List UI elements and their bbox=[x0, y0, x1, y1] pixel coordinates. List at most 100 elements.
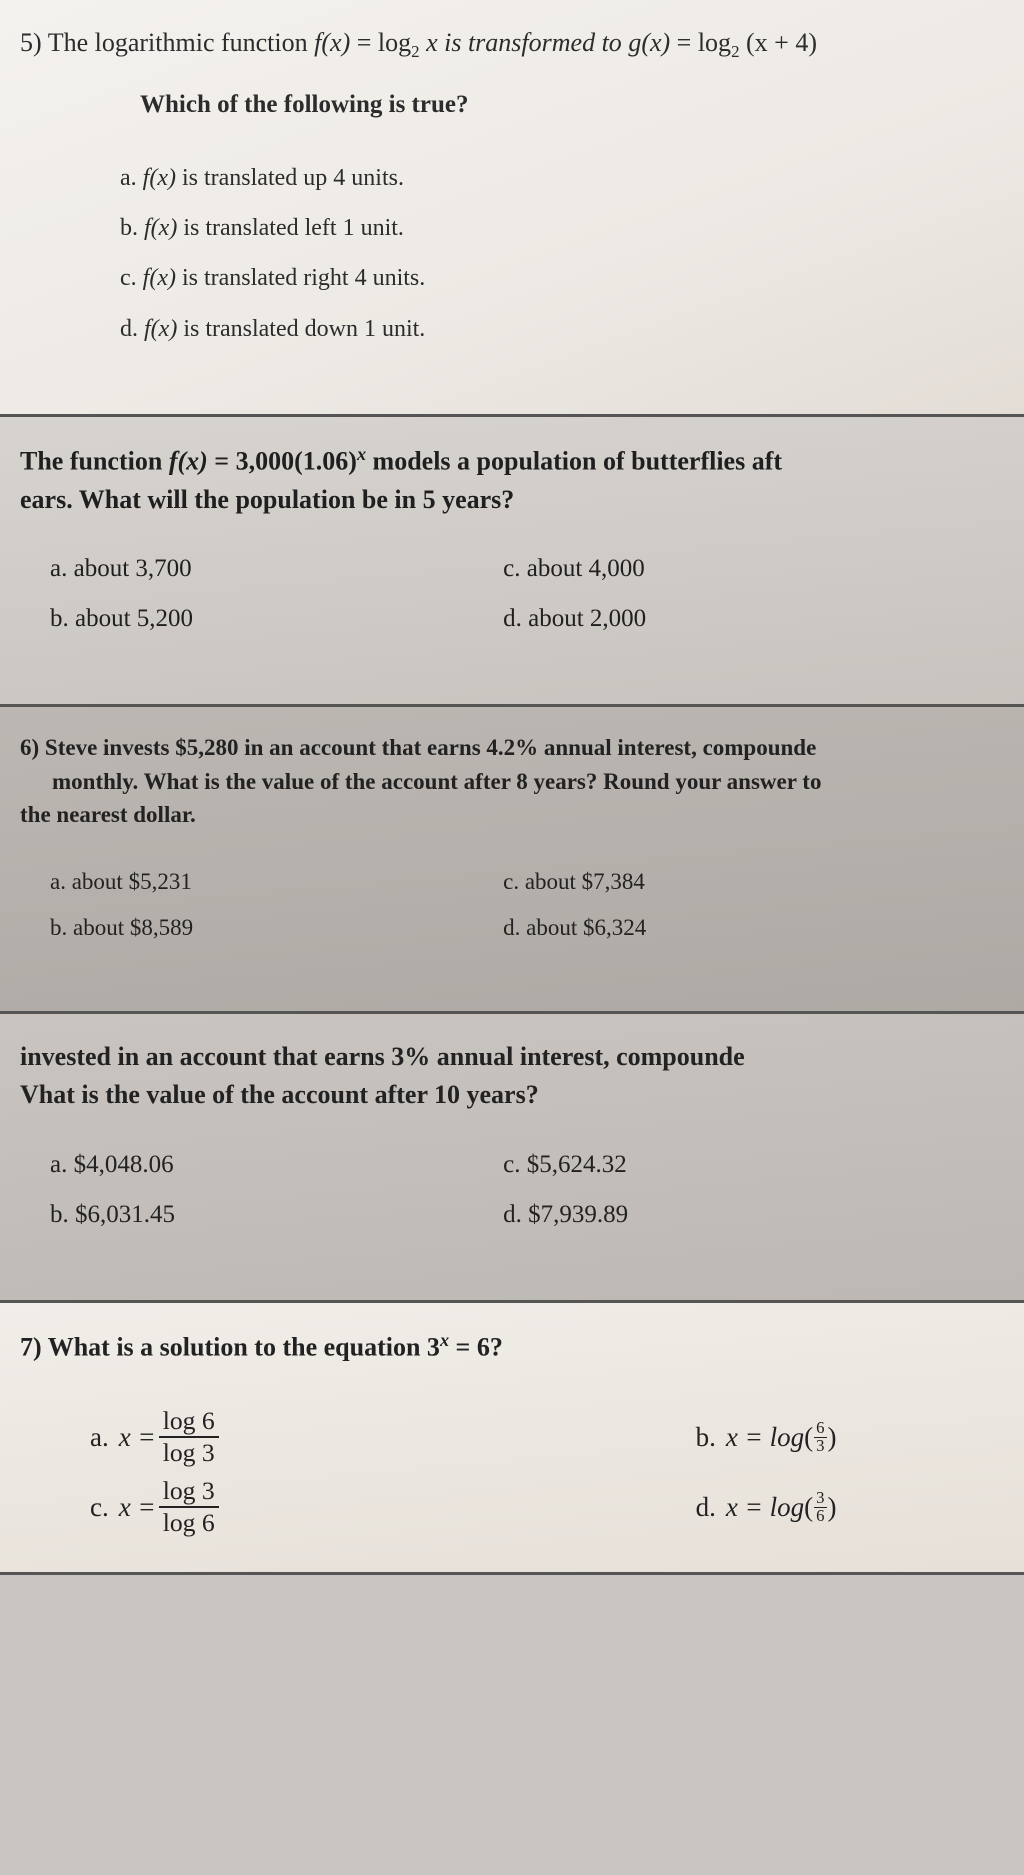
num: log 6 bbox=[159, 1407, 219, 1438]
invest2-stem: invested in an account that earns 3% ann… bbox=[20, 1038, 994, 1113]
butterfly-choice-c[interactable]: c. about 4,000 bbox=[503, 544, 956, 594]
text: about $8,589 bbox=[73, 915, 193, 940]
label: a. bbox=[50, 1151, 67, 1178]
q5-choice-a[interactable]: a. f(x) is translated up 4 units. bbox=[120, 153, 994, 203]
den: log 6 bbox=[159, 1508, 219, 1537]
fx: f(x) bbox=[143, 165, 176, 191]
text: is translated left 1 unit. bbox=[177, 215, 404, 241]
butterfly-choices: a. about 3,700 b. about 5,200 c. about 4… bbox=[50, 544, 994, 644]
text: about 3,700 bbox=[74, 555, 192, 582]
q6-choice-d[interactable]: d. about $6,324 bbox=[503, 905, 956, 951]
text: is translated down 1 unit. bbox=[177, 316, 425, 342]
q5-choice-b[interactable]: b. f(x) is translated left 1 unit. bbox=[120, 203, 994, 253]
lhs: x = bbox=[119, 1402, 156, 1472]
label: a. bbox=[50, 555, 67, 582]
q7-choice-c[interactable]: c. x = log 3log 6 bbox=[90, 1472, 696, 1542]
text: $4,048.06 bbox=[74, 1151, 174, 1178]
q6-choice-c[interactable]: c. about $7,384 bbox=[503, 859, 956, 905]
q6-choice-a[interactable]: a. about $5,231 bbox=[50, 859, 503, 905]
text: $7,939.89 bbox=[528, 1201, 628, 1228]
exp: x bbox=[357, 444, 366, 464]
label: a. bbox=[120, 165, 137, 191]
post: = 6? bbox=[449, 1332, 503, 1361]
label: d. bbox=[503, 605, 522, 632]
invest2-choice-a[interactable]: a. $4,048.06 bbox=[50, 1140, 503, 1190]
butterfly-choice-b[interactable]: b. about 5,200 bbox=[50, 594, 503, 644]
q6-choices: a. about $5,231 b. about $8,589 c. about… bbox=[50, 859, 994, 951]
sub: 2 bbox=[411, 42, 419, 61]
fx: f(x) bbox=[144, 215, 177, 241]
q6-number: 6) bbox=[20, 735, 39, 760]
text: The function bbox=[20, 447, 169, 476]
invest2-choice-b[interactable]: b. $6,031.45 bbox=[50, 1190, 503, 1240]
question-5: 5) The logarithmic function f(x) = log2 … bbox=[0, 0, 1024, 417]
line2: ears. What will the population be in 5 y… bbox=[20, 485, 514, 514]
invest2-choice-c[interactable]: c. $5,624.32 bbox=[503, 1140, 956, 1190]
line1: Steve invests $5,280 in an account that … bbox=[45, 735, 816, 760]
eq-post: x is transformed to bbox=[420, 28, 629, 57]
num: log 3 bbox=[159, 1477, 219, 1508]
q7-stem: 7) What is a solution to the equation 3x… bbox=[20, 1327, 994, 1366]
fx: f(x) bbox=[314, 28, 350, 57]
label: d. bbox=[696, 1472, 716, 1542]
q5-sub-stem: Which of the following is true? bbox=[140, 91, 994, 119]
text: about 4,000 bbox=[527, 555, 645, 582]
question-6: 6) Steve invests $5,280 in an account th… bbox=[0, 707, 1024, 1014]
q7-choices: a. x = log 6log 3 c. x = log 3log 6 b. x… bbox=[90, 1402, 994, 1542]
fx: f(x) bbox=[169, 447, 208, 476]
fraction: 36 bbox=[814, 1490, 826, 1524]
q5-choice-c[interactable]: c. f(x) is translated right 4 units. bbox=[120, 253, 994, 303]
label: d. bbox=[503, 1201, 522, 1228]
lhs: x = log bbox=[726, 1402, 804, 1472]
q7-number: 7) bbox=[20, 1332, 42, 1361]
q5-choice-d[interactable]: d. f(x) is translated down 1 unit. bbox=[120, 304, 994, 354]
question-invest2: invested in an account that earns 3% ann… bbox=[0, 1014, 1024, 1302]
invest2-choice-d[interactable]: d. $7,939.89 bbox=[503, 1190, 956, 1240]
label: a. bbox=[50, 869, 66, 894]
den: log 3 bbox=[159, 1438, 219, 1467]
label: b. bbox=[50, 1201, 69, 1228]
fx: f(x) bbox=[143, 265, 176, 291]
line3: the nearest dollar. bbox=[20, 802, 196, 827]
question-butterfly: The function f(x) = 3,000(1.06)x models … bbox=[0, 417, 1024, 707]
line1: invested in an account that earns 3% ann… bbox=[20, 1042, 745, 1071]
lhs: x = bbox=[119, 1472, 156, 1542]
exp: x bbox=[440, 1330, 449, 1350]
line2: Vhat is the value of the account after 1… bbox=[20, 1080, 539, 1109]
label: b. bbox=[50, 605, 69, 632]
q7-choice-a[interactable]: a. x = log 6log 3 bbox=[90, 1402, 696, 1472]
text: about $6,324 bbox=[526, 915, 646, 940]
label: c. bbox=[120, 265, 137, 291]
fraction: log 6log 3 bbox=[159, 1407, 219, 1467]
q5-stem: 5) The logarithmic function f(x) = log2 … bbox=[20, 24, 994, 65]
butterfly-choice-a[interactable]: a. about 3,700 bbox=[50, 544, 503, 594]
den: 6 bbox=[814, 1508, 826, 1525]
q7-choice-b[interactable]: b. x = log(63) bbox=[696, 1402, 994, 1472]
lhs: x = log bbox=[726, 1472, 804, 1542]
text: about 2,000 bbox=[528, 605, 646, 632]
line2: monthly. What is the value of the accoun… bbox=[52, 765, 821, 798]
q5-choices: a. f(x) is translated up 4 units. b. f(x… bbox=[120, 153, 994, 355]
text: is translated right 4 units. bbox=[176, 265, 425, 291]
eq: = log bbox=[350, 28, 411, 57]
text: $5,624.32 bbox=[527, 1151, 627, 1178]
fx: f(x) bbox=[144, 316, 177, 342]
q6-choice-b[interactable]: b. about $8,589 bbox=[50, 905, 503, 951]
post: models a population of butterflies aft bbox=[366, 447, 782, 476]
num: 6 bbox=[814, 1420, 826, 1438]
label: d. bbox=[120, 316, 138, 342]
q7-choice-d[interactable]: d. x = log(36) bbox=[696, 1472, 994, 1542]
label: a. bbox=[90, 1402, 109, 1472]
fraction: 63 bbox=[814, 1420, 826, 1454]
eq2: = log bbox=[670, 28, 731, 57]
butterfly-choice-d[interactable]: d. about 2,000 bbox=[503, 594, 956, 644]
text: $6,031.45 bbox=[75, 1201, 175, 1228]
text: is translated up 4 units. bbox=[176, 165, 404, 191]
text: about 5,200 bbox=[75, 605, 193, 632]
label: c. bbox=[503, 1151, 520, 1178]
q6-stem: 6) Steve invests $5,280 in an account th… bbox=[20, 731, 994, 831]
label: c. bbox=[503, 869, 519, 894]
eq2-post: (x + 4) bbox=[740, 28, 817, 57]
text: about $7,384 bbox=[525, 869, 645, 894]
sub2: 2 bbox=[731, 42, 739, 61]
